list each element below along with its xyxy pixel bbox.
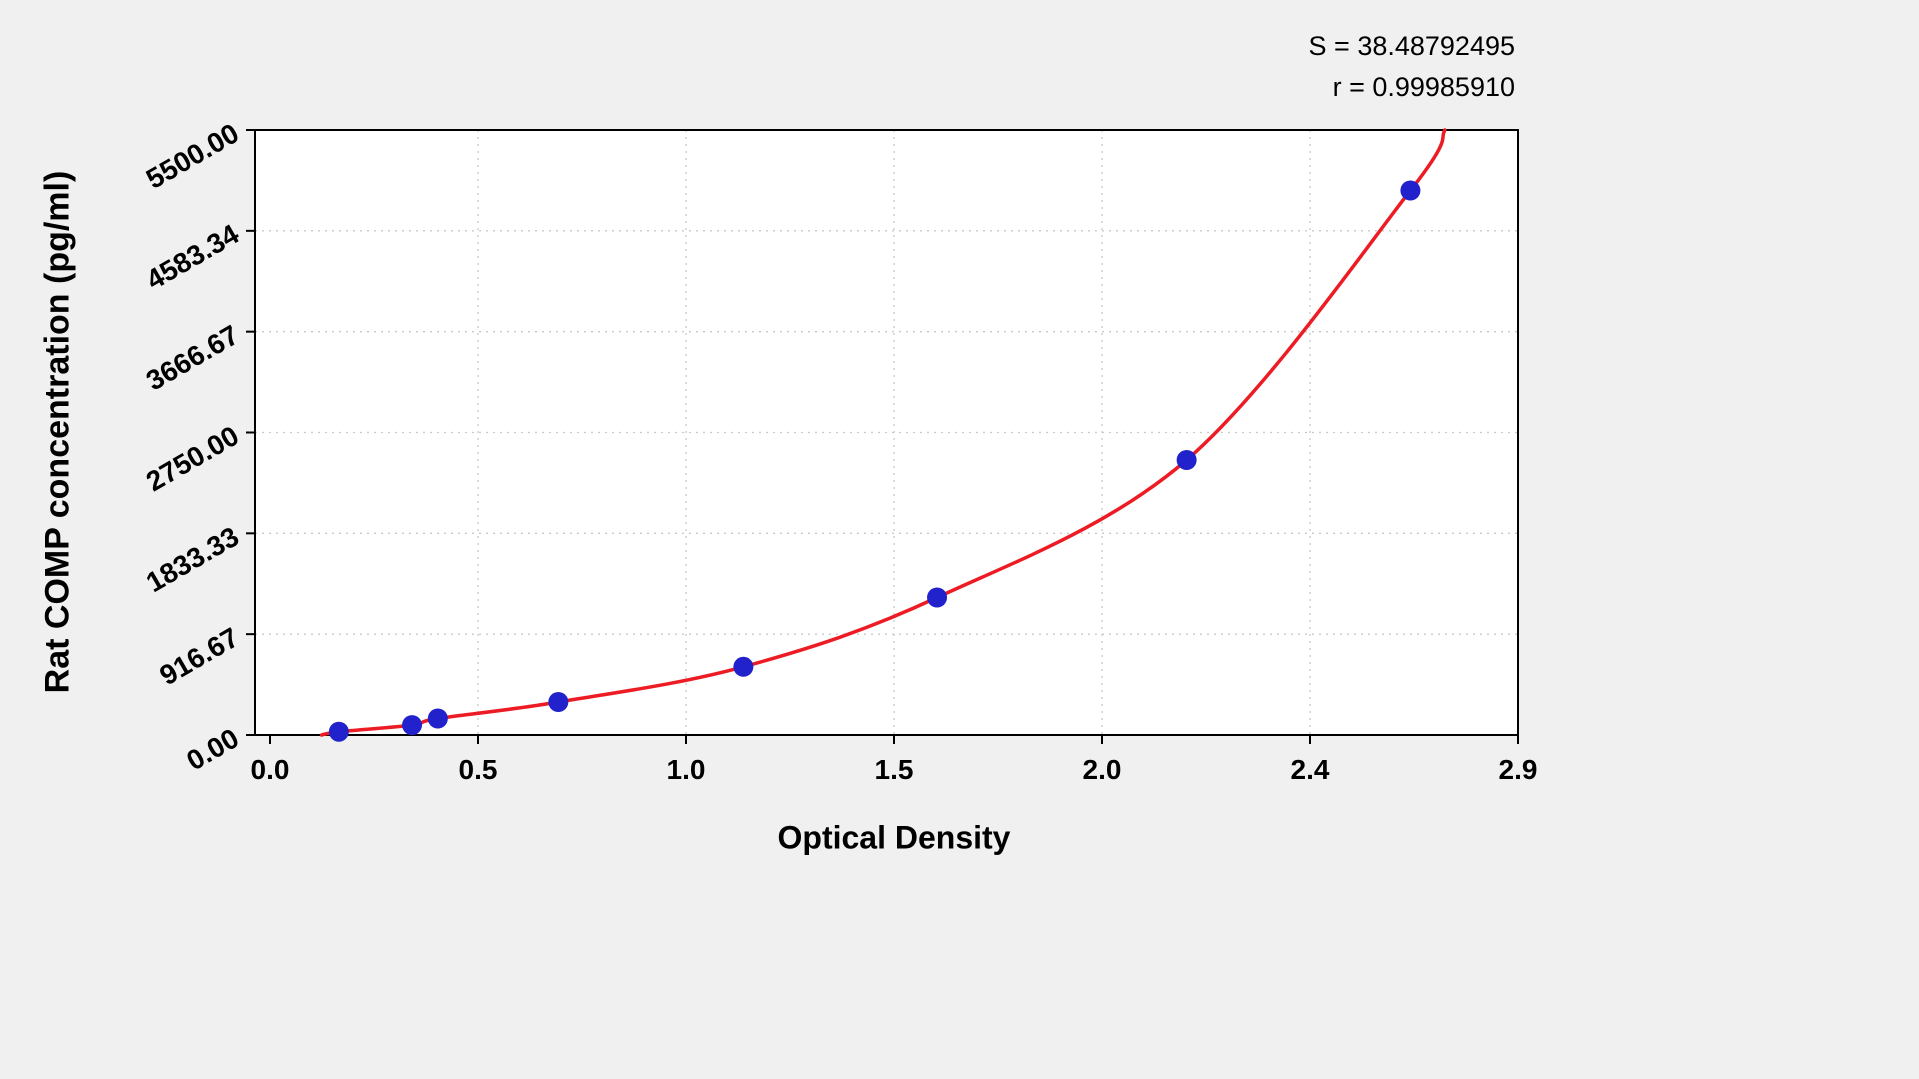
x-tick-labels: 0.0 0.5 1.0 1.5 2.0 2.4 2.9 — [251, 754, 1538, 785]
fit-annotations: S = 38.48792495 r = 0.99985910 — [1309, 26, 1515, 108]
y-tick-label: 5500.00 — [141, 117, 244, 194]
y-tick-label: 2750.00 — [141, 420, 244, 497]
data-point — [328, 721, 349, 742]
x-tick-label: 2.9 — [1499, 754, 1538, 785]
fit-correlation-text: r = 0.99985910 — [1332, 72, 1515, 102]
data-point — [1176, 450, 1197, 470]
x-tick-label: 2.4 — [1291, 754, 1330, 785]
x-axis-title: Optical Density — [777, 819, 1011, 856]
data-point — [427, 708, 448, 729]
axis-ticks — [246, 129, 1519, 744]
y-tick-label: 916.67 — [154, 622, 244, 692]
data-point — [402, 715, 423, 736]
x-tick-label: 0.5 — [459, 754, 498, 785]
fit-slope-text: S = 38.48792495 — [1308, 31, 1515, 61]
data-point — [1400, 180, 1421, 201]
x-tick-label: 1.5 — [875, 754, 914, 785]
data-point — [927, 587, 948, 608]
x-tick-label: 2.0 — [1083, 754, 1122, 785]
x-tick-label: 0.0 — [251, 754, 290, 785]
y-tick-label: 0.00 — [181, 722, 244, 776]
data-point — [733, 656, 754, 677]
y-tick-label: 4583.34 — [141, 218, 245, 296]
data-point — [548, 692, 569, 712]
y-tick-labels: 0.00 916.67 1833.33 2750.00 3666.67 4583.34 55… — [141, 117, 245, 776]
data-points — [328, 180, 1421, 742]
y-tick-label: 3666.67 — [141, 319, 244, 396]
y-tick-label: 1833.33 — [141, 521, 244, 598]
x-tick-label: 1.0 — [667, 754, 706, 785]
